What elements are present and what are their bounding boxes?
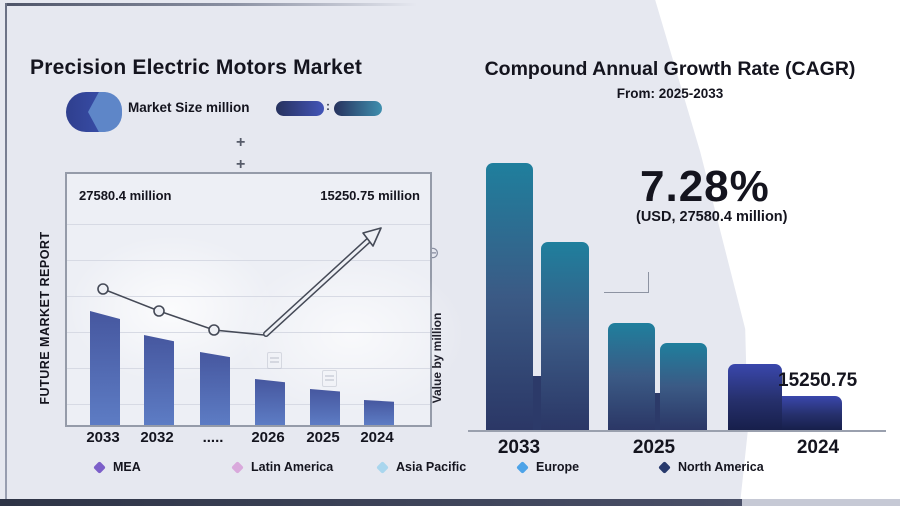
plus-icon: + <box>236 134 246 151</box>
year-label: 2033 <box>497 437 541 458</box>
gridline <box>67 260 430 261</box>
gridline <box>67 332 430 333</box>
market-size-label: Market Size million <box>128 100 250 115</box>
frame-bottom-bar-light <box>742 499 900 506</box>
y-axis-title: Value by million <box>430 312 444 404</box>
ratio-pill-right <box>334 101 382 116</box>
page-title: Precision Electric Motors Market <box>30 56 363 79</box>
legend-item-north-america: North America <box>658 460 764 474</box>
gridline <box>67 224 430 225</box>
frame-top-line <box>5 3 417 6</box>
legend-item-mea: MEA <box>93 460 141 474</box>
cagr-period: From: 2025-2033 <box>616 86 724 101</box>
legend-label: Asia Pacific <box>396 460 467 474</box>
gridline <box>67 404 430 405</box>
market-size-bar-2025 <box>310 389 340 425</box>
legend-item-latin-america: Latin America <box>231 460 334 474</box>
legend-label: Europe <box>536 460 580 474</box>
frame-left-line <box>5 3 7 506</box>
market-size-chart-panel: 27580.4 million 15250.75 million <box>65 172 467 427</box>
gridline <box>67 368 430 369</box>
legend-diamond-icon <box>516 460 529 474</box>
plus-icon: + <box>236 156 246 173</box>
legend-label: Latin America <box>251 460 334 474</box>
cagr-bar-primary-2033 <box>486 163 533 430</box>
cagr-title: Compound Annual Growth Rate (CAGR) <box>484 58 856 80</box>
frame-bottom-bar <box>0 499 742 506</box>
region-legend: MEA Latin America Asia Pacific Europe North … <box>0 460 900 484</box>
cagr-usd-note: (USD, 27580.4 million) <box>636 209 788 225</box>
annotation-2033-value: 27580.4 million <box>79 188 172 203</box>
value-2024-label: 15250.75 <box>778 370 858 391</box>
cagr-bar-primary-2025 <box>608 323 655 430</box>
legend-item-asia-pacific: Asia Pacific <box>376 460 467 474</box>
year-label: 2025 <box>306 429 340 446</box>
market-size-bar-..... <box>200 352 230 425</box>
legend-item-europe: Europe <box>516 460 580 474</box>
market-size-bar-2026 <box>255 379 285 425</box>
bar-join <box>655 393 660 430</box>
year-label: ..... <box>202 429 224 446</box>
left-chart-x-axis: 2033 2032..... 2026 2025 2024 <box>65 429 432 447</box>
year-label: 2032 <box>140 429 174 446</box>
ghost-document-icon <box>267 352 282 369</box>
year-label: 2024 <box>796 437 840 458</box>
decorative-corner-line <box>604 272 649 293</box>
market-size-bar-2033 <box>90 311 120 425</box>
cagr-percentage: 7.28% <box>640 162 770 211</box>
market-size-bar-2032 <box>144 335 174 425</box>
cagr-chart: 15250.75 2033 2025 2024 <box>468 160 888 460</box>
legend-diamond-icon <box>93 460 106 474</box>
year-label: 2025 <box>632 437 676 458</box>
gridline <box>67 296 430 297</box>
market-size-cylinder-icon <box>66 92 122 132</box>
legend-diamond-icon <box>658 460 671 474</box>
legend-diamond-icon <box>376 460 389 474</box>
cagr-bar-secondary-2024 <box>782 396 842 430</box>
trend-line-arrow <box>97 227 382 337</box>
cagr-header: Compound Annual Growth Rate (CAGR) From:… <box>450 58 890 101</box>
legend-label: MEA <box>113 460 141 474</box>
ghost-document-icon <box>322 370 337 387</box>
bar-join <box>533 376 541 430</box>
ratio-pill-left <box>276 101 324 116</box>
market-size-bar-2024 <box>364 400 394 425</box>
cagr-bar-primary-2024 <box>728 364 782 430</box>
year-label: 2033 <box>86 429 120 446</box>
x-axis-baseline <box>468 430 886 432</box>
year-label: 2026 <box>251 429 285 446</box>
year-label: 2024 <box>360 429 394 446</box>
ratio-separator: : <box>326 99 330 113</box>
legend-diamond-icon <box>231 460 244 474</box>
cagr-bar-secondary-2025 <box>660 343 707 430</box>
legend-label: North America <box>678 460 764 474</box>
vertical-watermark: FUTURE MARKET REPORT <box>38 231 52 405</box>
cagr-bar-secondary-2033 <box>541 242 589 430</box>
annotation-2024-value: 15250.75 million <box>320 188 420 203</box>
